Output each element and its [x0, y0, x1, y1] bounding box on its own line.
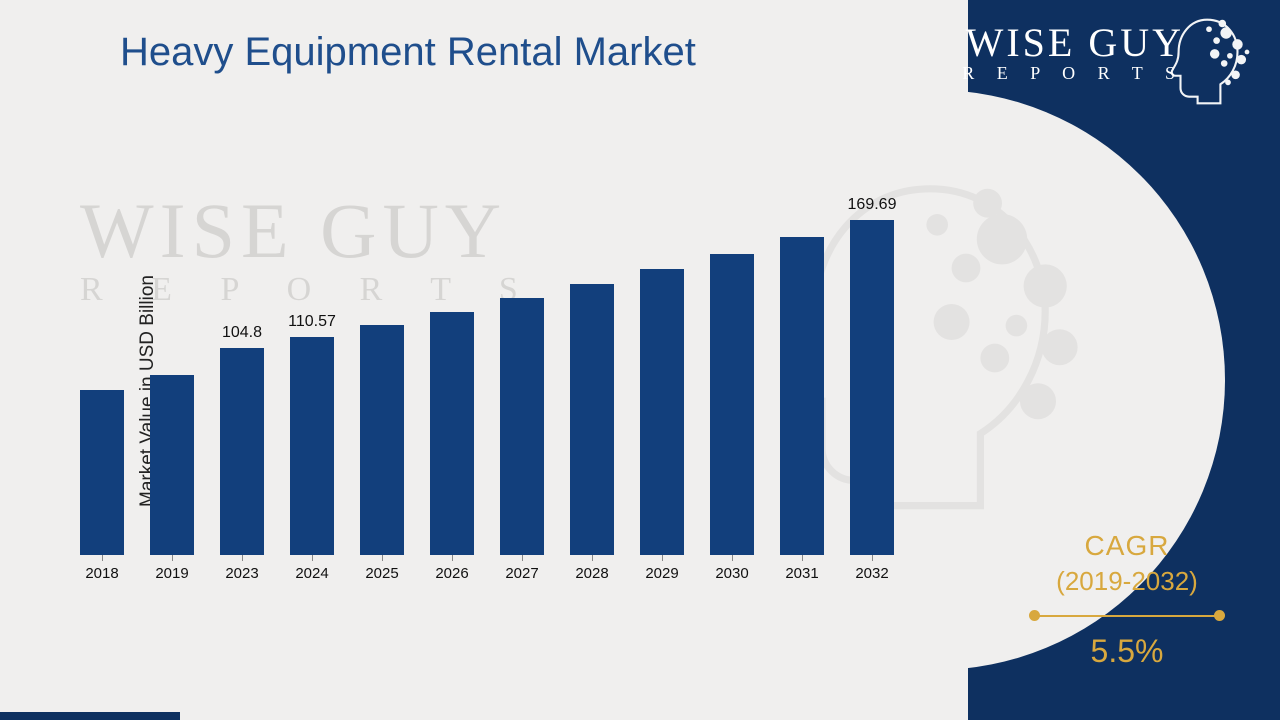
x-tick-mark [102, 555, 103, 561]
cagr-block: CAGR (2019-2032) 5.5% [1002, 530, 1252, 670]
bar [150, 375, 194, 555]
cagr-range: (2019-2032) [1002, 566, 1252, 597]
bar [780, 237, 824, 555]
bar-value-label: 169.69 [848, 196, 897, 214]
x-tick-label: 2029 [645, 565, 678, 582]
x-tick-mark [872, 555, 873, 561]
bar [360, 325, 404, 555]
x-tick-label: 2024 [295, 565, 328, 582]
x-tick-label: 2028 [575, 565, 608, 582]
x-tick-label: 2030 [715, 565, 748, 582]
chart-title: Heavy Equipment Rental Market [120, 30, 696, 75]
x-tick-mark [312, 555, 313, 561]
bottom-accent-bar [0, 712, 180, 720]
x-tick-mark [452, 555, 453, 561]
bar [570, 284, 614, 555]
bar [220, 348, 264, 555]
x-tick-mark [802, 555, 803, 561]
brand-line2: R E P O R T S [962, 64, 1184, 83]
bar [710, 254, 754, 555]
x-tick-label: 2026 [435, 565, 468, 582]
bar [640, 269, 684, 555]
x-tick-mark [242, 555, 243, 561]
bar [80, 390, 124, 555]
x-tick-mark [382, 555, 383, 561]
chart-title-text: Heavy Equipment Rental Market [120, 30, 696, 74]
brand-logo: WISE GUY R E P O R T S [962, 22, 1184, 83]
x-tick-mark [172, 555, 173, 561]
x-tick-label: 2019 [155, 565, 188, 582]
x-tick-mark [732, 555, 733, 561]
bar-chart: 201820192023104.82024110.572025202620272… [80, 160, 910, 555]
bar [500, 298, 544, 555]
x-tick-label: 2031 [785, 565, 818, 582]
bar [290, 337, 334, 555]
x-tick-label: 2023 [225, 565, 258, 582]
bar [430, 312, 474, 555]
x-tick-label: 2032 [855, 565, 888, 582]
bar [850, 220, 894, 555]
x-tick-mark [522, 555, 523, 561]
x-tick-mark [662, 555, 663, 561]
cagr-divider [1032, 615, 1222, 617]
bar-value-label: 104.8 [222, 324, 262, 342]
x-tick-label: 2025 [365, 565, 398, 582]
brand-line1: WISE GUY [962, 22, 1184, 64]
cagr-title: CAGR [1002, 530, 1252, 562]
x-tick-label: 2027 [505, 565, 538, 582]
x-tick-label: 2018 [85, 565, 118, 582]
cagr-value: 5.5% [1002, 633, 1252, 670]
bar-value-label: 110.57 [288, 313, 336, 331]
x-tick-mark [592, 555, 593, 561]
